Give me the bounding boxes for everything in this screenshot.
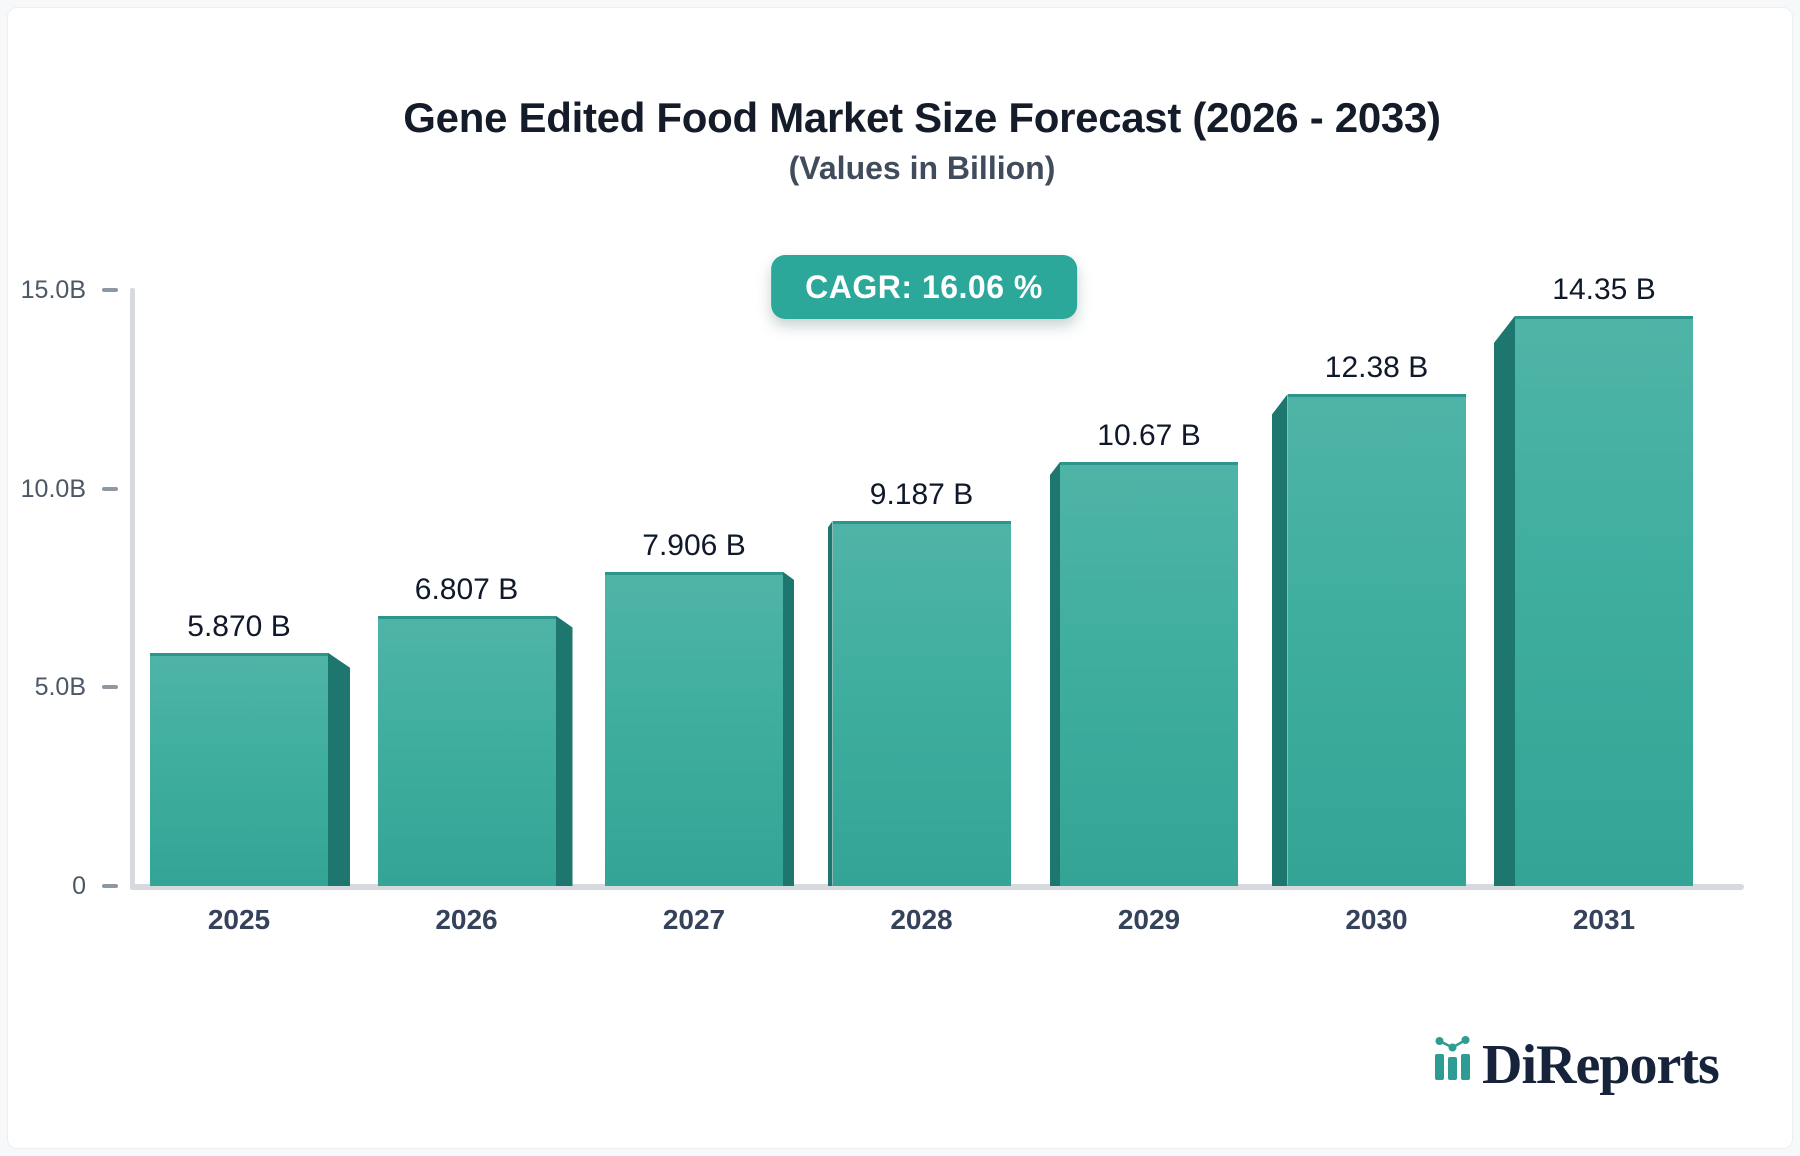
y-axis-tick-mark [102, 288, 118, 292]
bar-2026[interactable] [377, 615, 556, 886]
x-axis-label: 2028 [890, 904, 953, 935]
bar-2027[interactable] [605, 571, 783, 886]
brand-logo: DiReports [1434, 1034, 1720, 1096]
bar-value-label: 14.35 B [1552, 272, 1656, 306]
x-axis-label: 2031 [1572, 904, 1636, 935]
x-axis-label: 2025 [207, 904, 271, 935]
y-axis-tick-label: 10.0B [20, 474, 86, 503]
bar-2025[interactable] [150, 652, 328, 886]
x-axis-label: 2027 [662, 904, 726, 935]
bar-3d-side [328, 652, 350, 886]
x-axis-label: 2029 [1117, 904, 1181, 935]
bar-value-label: 12.38 B [1324, 351, 1429, 385]
cagr-badge: CAGR: 16.06 % [771, 255, 1077, 319]
bar-2029[interactable] [1060, 462, 1238, 886]
y-axis-tick-label: 5.0B [34, 673, 86, 702]
brand-chart-icon [1435, 1036, 1470, 1080]
chart-title: Gene Edited Food Market Size Forecast (2… [403, 94, 1441, 141]
bar-3d-side [783, 571, 794, 886]
y-axis-tick-mark [102, 685, 118, 690]
x-axis-baseline [130, 884, 1744, 890]
bar-2028[interactable] [832, 520, 1011, 886]
y-axis-line [130, 288, 135, 890]
chart-subtitle: (Values in Billion) [788, 150, 1056, 186]
x-axis-label: 2026 [435, 904, 498, 935]
bar-3d-side [1271, 394, 1288, 886]
bar-value-label: 9.187 B [869, 477, 974, 511]
y-axis-tick-mark [102, 486, 118, 491]
y-axis-tick-mark [102, 884, 118, 888]
bar-value-label: 7.906 B [642, 528, 746, 562]
bar-2031[interactable] [1515, 315, 1693, 886]
y-axis-tick-label: 0 [72, 872, 86, 900]
bar-value-label: 10.67 B [1097, 419, 1201, 453]
x-axis-label: 2030 [1345, 904, 1408, 935]
bar-value-label: 5.870 B [187, 609, 291, 643]
y-axis-tick-label: 15.0B [20, 276, 86, 304]
bar-3d-side [555, 615, 573, 886]
bar-3d-side [827, 520, 833, 886]
bar-value-label: 6.807 B [414, 572, 519, 606]
bar-2030[interactable] [1287, 394, 1466, 886]
bar-3d-side [1050, 462, 1060, 886]
bar-3d-side [1494, 315, 1515, 886]
brand-logo-text: DiReports [1482, 1034, 1720, 1096]
